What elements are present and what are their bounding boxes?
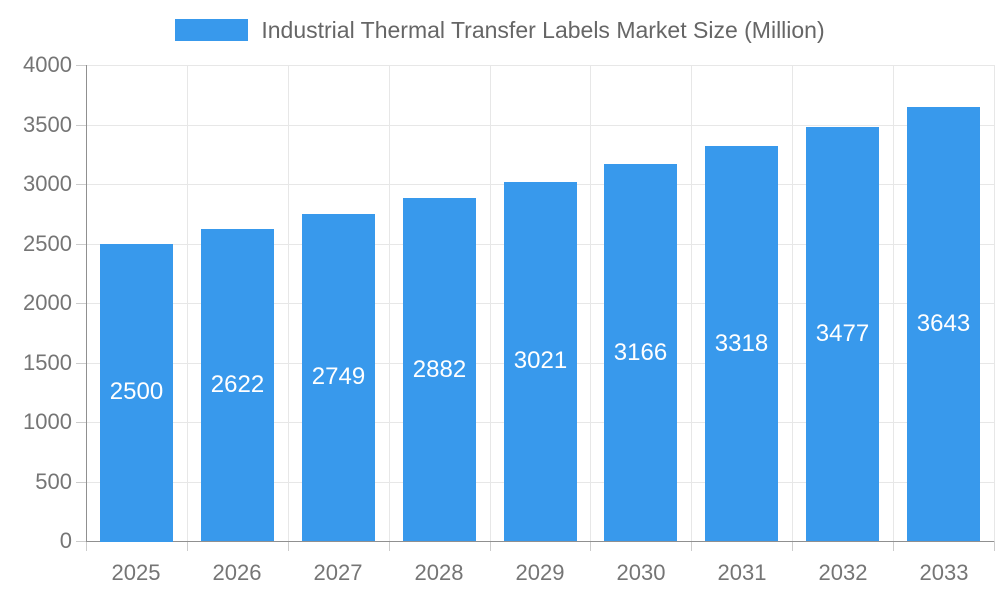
y-axis-label: 1500 <box>23 350 72 375</box>
x-axis-label: 2028 <box>414 560 464 585</box>
bar-2027[interactable] <box>302 214 375 541</box>
bar-2030[interactable] <box>604 164 677 541</box>
bar-value-label: 2882 <box>412 356 467 383</box>
y-axis-tick <box>76 482 86 483</box>
legend[interactable]: Industrial Thermal Transfer Labels Marke… <box>0 16 1000 44</box>
x-axis-tick <box>691 541 692 551</box>
y-axis-label: 2500 <box>23 231 72 256</box>
x-gridline <box>893 65 894 541</box>
y-axis-label: 4000 <box>23 52 72 77</box>
y-axis-tick <box>76 65 86 66</box>
legend-swatch-icon <box>175 19 249 41</box>
x-axis-label: 2025 <box>111 560 161 585</box>
x-gridline <box>288 65 289 541</box>
x-gridline <box>994 65 995 541</box>
y-axis-tick <box>76 422 86 423</box>
y-gridline <box>86 125 994 126</box>
x-axis-line <box>86 541 994 542</box>
x-axis-tick <box>86 541 87 551</box>
y-axis-line <box>86 65 87 541</box>
x-axis-tick <box>893 541 894 551</box>
y-axis-tick <box>76 125 86 126</box>
y-axis-label: 0 <box>59 528 72 553</box>
x-axis-label: 2029 <box>515 560 565 585</box>
legend-label: Industrial Thermal Transfer Labels Marke… <box>261 17 825 43</box>
x-axis-tick <box>389 541 390 551</box>
bar-2028[interactable] <box>403 198 476 541</box>
y-axis-tick <box>76 244 86 245</box>
bar-value-label: 3166 <box>613 339 668 366</box>
x-gridline <box>792 65 793 541</box>
y-axis-tick <box>76 363 86 364</box>
y-axis-label: 500 <box>35 469 72 494</box>
x-axis-label: 2026 <box>212 560 262 585</box>
x-gridline <box>590 65 591 541</box>
bar-value-label: 3477 <box>815 320 870 347</box>
x-axis-tick <box>490 541 491 551</box>
bar-value-label: 3021 <box>513 347 568 374</box>
bar-2032[interactable] <box>806 127 879 541</box>
x-axis-tick <box>994 541 995 551</box>
bar-2033[interactable] <box>907 107 980 541</box>
x-axis-label: 2030 <box>616 560 666 585</box>
bar-value-label: 3318 <box>714 330 769 357</box>
x-axis-label: 2033 <box>919 560 969 585</box>
x-axis-tick <box>187 541 188 551</box>
x-gridline <box>490 65 491 541</box>
bar-value-label: 2749 <box>311 363 366 390</box>
x-axis-tick <box>288 541 289 551</box>
bar-value-label: 2622 <box>210 371 265 398</box>
x-gridline <box>389 65 390 541</box>
bar-2031[interactable] <box>705 146 778 541</box>
x-axis-label: 2031 <box>717 560 767 585</box>
bar-2026[interactable] <box>201 229 274 541</box>
bar-2029[interactable] <box>504 182 577 541</box>
y-axis-tick <box>76 541 86 542</box>
bar-value-label: 3643 <box>916 310 971 337</box>
x-gridline <box>187 65 188 541</box>
y-axis-label: 3000 <box>23 171 72 196</box>
y-axis-tick <box>76 303 86 304</box>
x-gridline <box>691 65 692 541</box>
bar-value-label: 2500 <box>109 378 164 405</box>
x-axis-label: 2032 <box>818 560 868 585</box>
x-axis-label: 2027 <box>313 560 363 585</box>
x-axis-tick <box>792 541 793 551</box>
x-axis-tick <box>590 541 591 551</box>
y-axis-label: 3500 <box>23 112 72 137</box>
y-axis-label: 1000 <box>23 409 72 434</box>
y-gridline <box>86 65 994 66</box>
y-axis-tick <box>76 184 86 185</box>
bar-2025[interactable] <box>100 244 173 542</box>
y-axis-label: 2000 <box>23 290 72 315</box>
